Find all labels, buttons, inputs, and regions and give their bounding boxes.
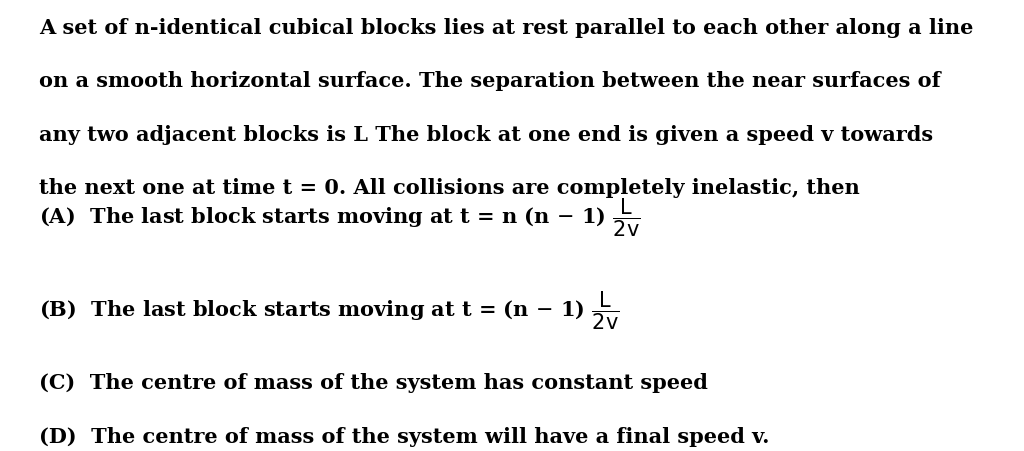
Text: (D)  The centre of mass of the system will have a final speed v.: (D) The centre of mass of the system wil…	[39, 426, 769, 446]
Text: on a smooth horizontal surface. The separation between the near surfaces of: on a smooth horizontal surface. The sepa…	[39, 71, 940, 91]
Text: (C)  The centre of mass of the system has constant speed: (C) The centre of mass of the system has…	[39, 372, 708, 392]
Text: the next one at time t = 0. All collisions are completely inelastic, then: the next one at time t = 0. All collisio…	[39, 178, 860, 198]
Text: A set of n-identical cubical blocks lies at rest parallel to each other along a : A set of n-identical cubical blocks lies…	[39, 18, 973, 38]
Text: any two adjacent blocks is L The block at one end is given a speed v towards: any two adjacent blocks is L The block a…	[39, 124, 933, 144]
Text: (A)  The last block starts moving at t = n (n $-$ 1) $\dfrac{\mathrm{L}}{2\mathr: (A) The last block starts moving at t = …	[39, 196, 640, 239]
Text: (B)  The last block starts moving at t = (n $-$ 1) $\dfrac{\mathrm{L}}{2\mathrm{: (B) The last block starts moving at t = …	[39, 289, 620, 331]
